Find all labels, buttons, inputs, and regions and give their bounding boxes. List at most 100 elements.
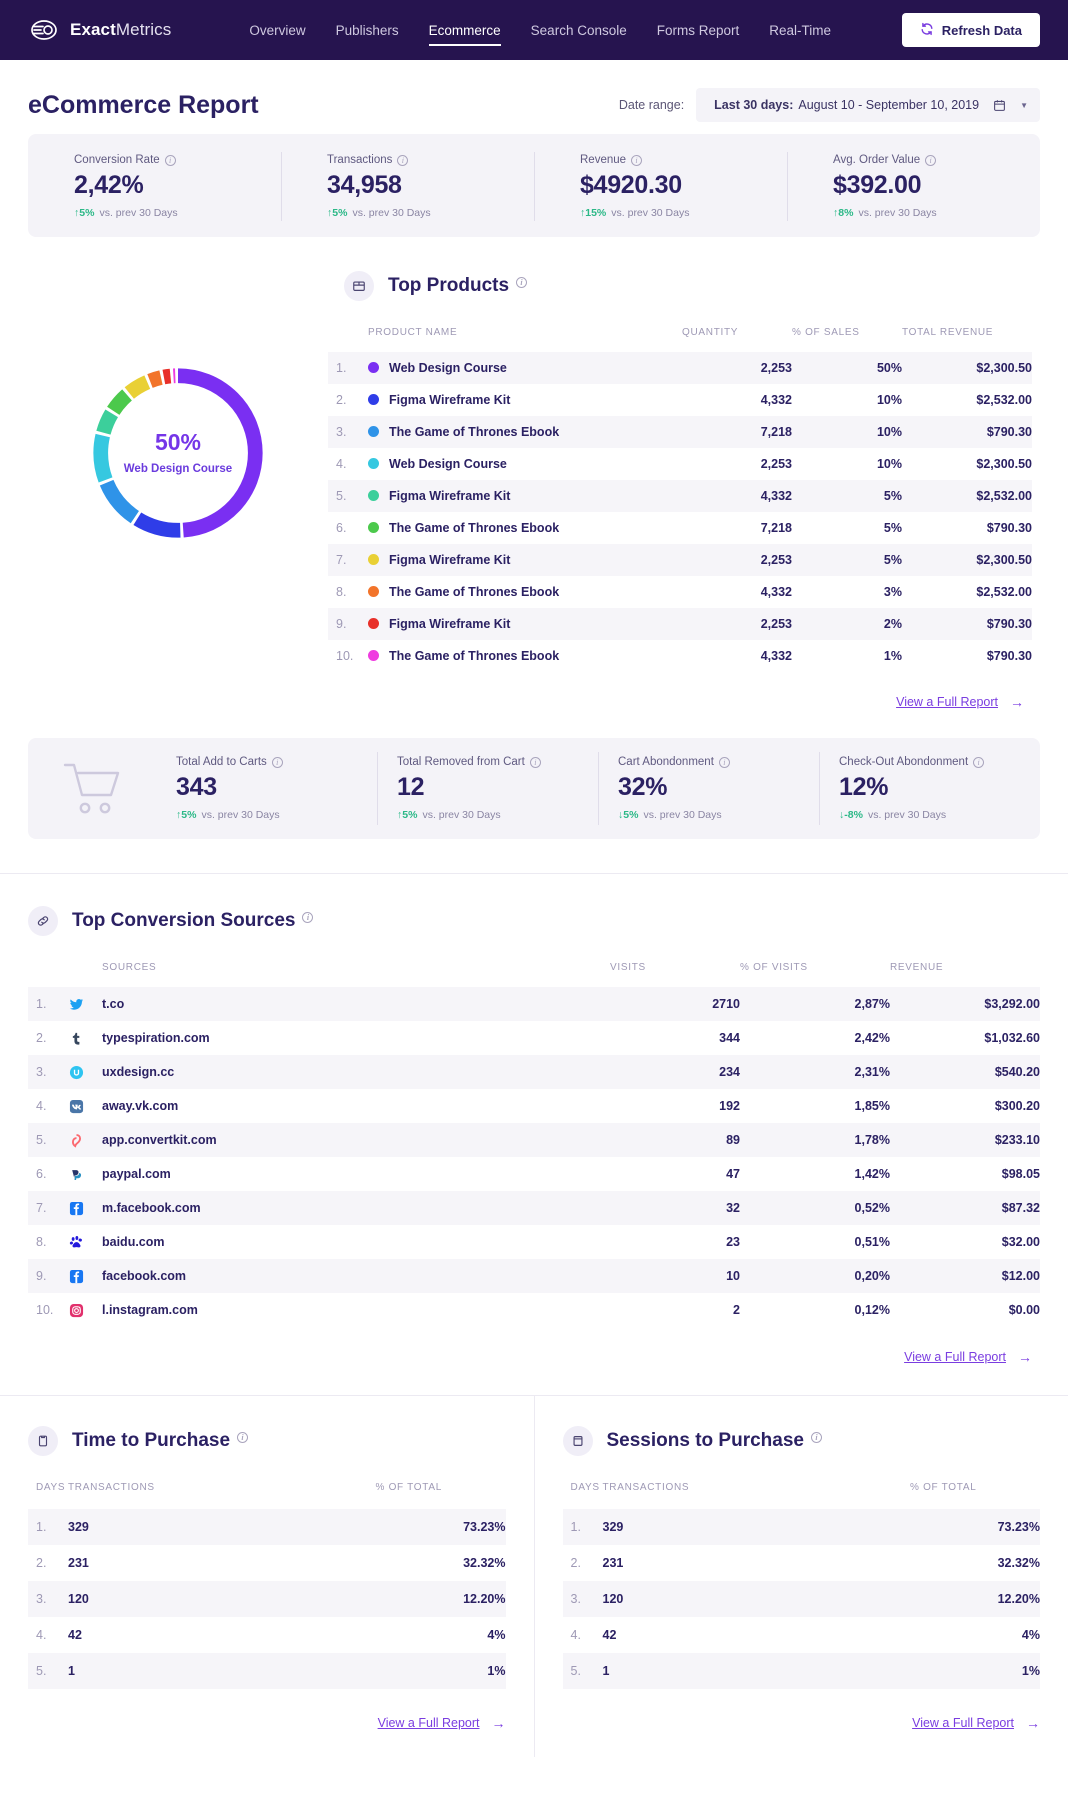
table-row[interactable]: 5. 1 1% <box>562 1653 1040 1689</box>
top-products-table: PRODUCT NAME QUANTITY % OF SALES TOTAL R… <box>328 327 1032 672</box>
donut-segment[interactable] <box>93 368 263 538</box>
table-row[interactable]: 4. Web Design Course 2,253 10% $2,300.50 <box>328 448 1032 480</box>
nav-item-overview[interactable]: Overview <box>249 22 306 38</box>
table-row[interactable]: 7. m.facebook.com 32 0,52% $87.32 <box>28 1191 1040 1225</box>
kpi-value: 12% <box>839 773 889 801</box>
row-rank: 10. <box>36 1303 54 1317</box>
table-row[interactable]: 6. paypal.com 47 1,42% $98.05 <box>28 1157 1040 1191</box>
row-pct-visits: 2,87% <box>740 987 890 1021</box>
info-icon[interactable]: i <box>302 912 314 923</box>
top-navigation-bar: ExactMetrics Overview Publishers Ecommer… <box>0 0 1068 60</box>
table-row[interactable]: 5. 1 1% <box>28 1653 506 1689</box>
row-revenue: $3,292.00 <box>890 987 1040 1021</box>
row-rank: 4. <box>336 457 347 471</box>
brand-logo[interactable]: ExactMetrics <box>28 14 171 46</box>
clock-calendar-icon <box>28 1426 58 1456</box>
table-row[interactable]: 2. typespiration.com 344 2,42% $1,032.60 <box>28 1021 1040 1055</box>
sources-view-full: View a Full Report → <box>28 1349 1040 1365</box>
table-header-row: DAYS TRANSACTIONS % OF TOTAL <box>563 1482 1041 1509</box>
date-range-selector[interactable]: Last 30 days: August 10 - September 10, … <box>696 88 1040 122</box>
row-pct-visits: 0,20% <box>740 1259 890 1293</box>
table-row[interactable]: 1. Web Design Course 2,253 50% $2,300.50 <box>328 352 1032 384</box>
sources-title-text: Top Conversion Sources <box>72 910 296 931</box>
info-icon[interactable]: i <box>925 154 937 166</box>
table-row[interactable]: 4. 42 4% <box>28 1617 506 1653</box>
info-icon[interactable]: i <box>718 756 730 768</box>
table-row[interactable]: 10. The Game of Thrones Ebook 4,332 1% $790.… <box>328 640 1032 672</box>
table-row[interactable]: 9. Figma Wireframe Kit 2,253 2% $790.30 <box>328 608 1032 640</box>
info-icon[interactable]: i <box>516 277 528 288</box>
row-rank: 9. <box>28 1259 68 1293</box>
info-icon[interactable]: i <box>631 154 643 166</box>
row-total-revenue: $790.30 <box>986 521 1032 535</box>
th-transactions: TRANSACTIONS <box>602 1482 690 1493</box>
table-row[interactable]: 5. Figma Wireframe Kit 4,332 5% $2,532.00 <box>328 480 1032 512</box>
color-dot-icon <box>368 618 379 629</box>
info-icon[interactable]: i <box>237 1432 249 1443</box>
kpi-value: 2,42% <box>74 171 144 199</box>
sources-thead: SOURCES VISITS % OF VISITS REVENUE <box>28 962 1040 987</box>
tumblr-icon <box>68 1021 102 1055</box>
refresh-data-button[interactable]: Refresh Data <box>901 13 1040 47</box>
time-to-purchase-header: Time to Purchase i <box>28 1426 506 1456</box>
kpi-label: Total Add to Carts i <box>176 756 357 768</box>
chevron-down-icon[interactable]: ▼ <box>1020 100 1028 110</box>
view-full-report-link[interactable]: View a Full Report <box>912 1716 1014 1730</box>
nav-item-forms-report[interactable]: Forms Report <box>656 22 740 38</box>
info-icon[interactable]: i <box>271 756 283 768</box>
table-row[interactable]: 3. 120 12.20% <box>562 1581 1040 1617</box>
nav-item-real-time[interactable]: Real-Time <box>769 22 832 38</box>
table-row[interactable]: 3. The Game of Thrones Ebook 7,218 10% $790.… <box>328 416 1032 448</box>
table-row[interactable]: 8. baidu.com 23 0,51% $32.00 <box>28 1225 1040 1259</box>
table-row[interactable]: 4. 42 4% <box>563 1617 1041 1653</box>
table-row[interactable]: 4. away.vk.com 192 1,85% $300.20 <box>28 1089 1040 1123</box>
row-visits: 2 <box>733 1303 740 1317</box>
table-row[interactable]: 5. app.convertkit.com 89 1,78% $233.10 <box>28 1123 1040 1157</box>
th-pct-visits: % OF VISITS <box>740 962 808 973</box>
page-header: eCommerce Report Date range: Last 30 day… <box>0 60 1068 134</box>
kpi-value: 12 <box>397 773 425 801</box>
view-full-report-link[interactable]: View a Full Report <box>896 695 998 709</box>
table-row[interactable]: 8. The Game of Thrones Ebook 4,332 3% $2,532… <box>328 576 1032 608</box>
kpi-stat-bar: Conversion Rate i 2,42% ↑5% vs. prev 30 … <box>28 134 1040 237</box>
nav-item-search-console[interactable]: Search Console <box>530 22 627 38</box>
table-row[interactable]: 2. Figma Wireframe Kit 4,332 10% $2,532.00 <box>328 384 1032 416</box>
donut-segment[interactable] <box>93 368 263 538</box>
kpi-label-text: Check-Out Abondonment <box>839 756 969 768</box>
kpi-delta-note: vs. prev 30 Days <box>858 207 937 219</box>
table-row[interactable]: 9. facebook.com 10 0,20% $12.00 <box>28 1259 1040 1293</box>
table-row[interactable]: 1. t.co 2710 2,87% $3,292.00 <box>28 987 1040 1021</box>
table-row[interactable]: 1. 329 73.23% <box>28 1509 506 1545</box>
row-revenue: $540.20 <box>890 1055 1040 1089</box>
top-products-header: Top Products i <box>28 271 1040 301</box>
info-icon[interactable]: i <box>810 1432 822 1443</box>
th-pct-total: % OF TOTAL <box>910 1482 977 1493</box>
donut-segment[interactable] <box>93 368 263 538</box>
color-dot-icon <box>368 554 379 565</box>
table-row[interactable]: 10. l.instagram.com 2 0,12% $0.00 <box>28 1293 1040 1327</box>
top-products-title-text: Top Products <box>388 275 510 296</box>
th-total-revenue: TOTAL REVENUE <box>902 327 994 338</box>
nav-item-ecommerce[interactable]: Ecommerce <box>428 0 501 60</box>
row-transactions: 329 <box>68 1509 376 1545</box>
table-row[interactable]: 6. The Game of Thrones Ebook 7,218 5% $790.3… <box>328 512 1032 544</box>
row-transactions: 329 <box>602 1509 910 1545</box>
table-row[interactable]: 3. 120 12.20% <box>28 1581 506 1617</box>
sources-tbody: 1. t.co 2710 2,87% $3,292.00 2. typespiration.… <box>28 987 1040 1327</box>
view-full-report-link[interactable]: View a Full Report <box>377 1716 480 1730</box>
nav-item-publishers[interactable]: Publishers <box>335 22 399 38</box>
info-icon[interactable]: i <box>164 154 176 166</box>
table-row[interactable]: 3. uxdesign.cc 234 2,31% $540.20 <box>28 1055 1040 1089</box>
row-source-name: t.co <box>102 987 610 1021</box>
time-to-purchase-table: DAYS TRANSACTIONS % OF TOTAL 1. 329 73.23%… <box>28 1482 506 1689</box>
info-icon[interactable]: i <box>529 756 541 768</box>
row-rank: 4. <box>36 1099 47 1113</box>
info-icon[interactable]: i <box>397 154 409 166</box>
table-row[interactable]: 2. 231 32.32% <box>28 1545 506 1581</box>
view-full-report-link[interactable]: View a Full Report <box>904 1350 1006 1364</box>
twitter-icon <box>68 987 102 1021</box>
info-icon[interactable]: i <box>973 756 985 768</box>
table-row[interactable]: 1. 329 73.23% <box>562 1509 1040 1545</box>
table-row[interactable]: 2. 231 32.32% <box>563 1545 1041 1581</box>
table-row[interactable]: 7. Figma Wireframe Kit 2,253 5% $2,300.50 <box>328 544 1032 576</box>
